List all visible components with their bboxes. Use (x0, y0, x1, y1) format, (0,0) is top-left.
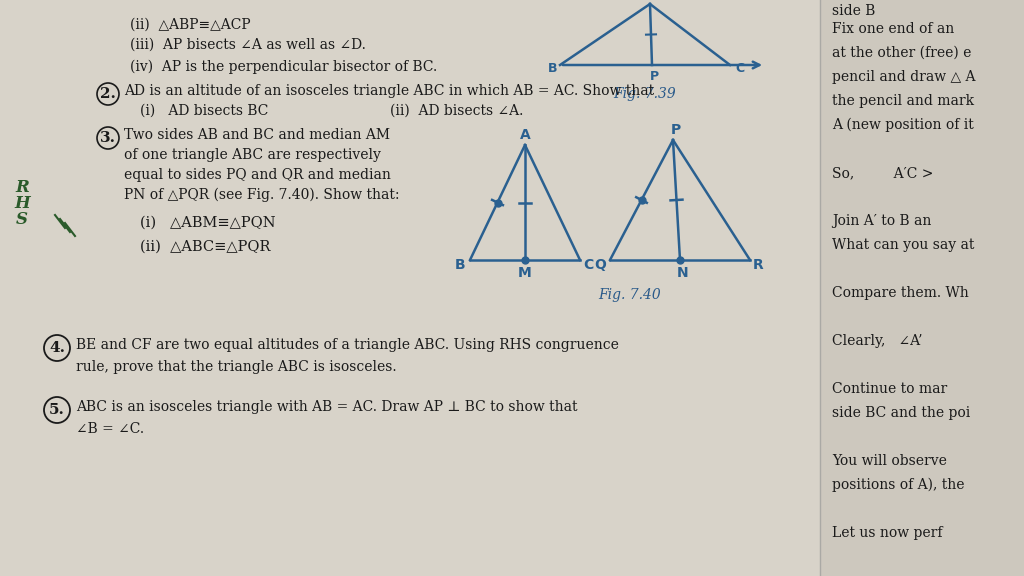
Text: Fig. 7.39: Fig. 7.39 (613, 87, 677, 101)
FancyBboxPatch shape (0, 0, 820, 576)
FancyBboxPatch shape (820, 0, 1024, 576)
Text: ∠B = ∠C.: ∠B = ∠C. (76, 422, 144, 436)
Text: (ii)  △ABC≡△PQR: (ii) △ABC≡△PQR (140, 240, 270, 254)
Text: R: R (753, 258, 763, 272)
Text: of one triangle ABC are respectively: of one triangle ABC are respectively (124, 148, 381, 162)
Text: Compare them. Wh: Compare them. Wh (831, 286, 969, 300)
Text: AD is an altitude of an isosceles triangle ABC in which AB = AC. Show that: AD is an altitude of an isosceles triang… (124, 84, 654, 98)
Text: at the other (free) e: at the other (free) e (831, 46, 972, 60)
Text: A: A (647, 0, 656, 2)
Text: positions of A), the: positions of A), the (831, 478, 965, 492)
Text: Clearly,   ∠A’: Clearly, ∠A’ (831, 334, 923, 348)
Text: P: P (649, 70, 658, 82)
Text: S: S (16, 211, 28, 229)
Text: (i)   △ABM≡△PQN: (i) △ABM≡△PQN (140, 216, 275, 230)
Text: side BC and the poi: side BC and the poi (831, 406, 971, 420)
Text: Join A′ to B an: Join A′ to B an (831, 214, 932, 228)
Text: (i)   AD bisects BC: (i) AD bisects BC (140, 104, 268, 118)
Text: H: H (14, 195, 30, 213)
Text: N: N (677, 266, 689, 280)
Text: B: B (548, 63, 558, 75)
Text: pencil and draw △ A: pencil and draw △ A (831, 70, 976, 84)
Text: M: M (518, 266, 531, 280)
Text: equal to sides PQ and QR and median: equal to sides PQ and QR and median (124, 168, 391, 182)
Text: A (new position of it: A (new position of it (831, 118, 974, 132)
Text: P: P (671, 123, 681, 137)
Text: (ii)  △ABP≡△ACP: (ii) △ABP≡△ACP (130, 18, 251, 32)
Text: (iii)  AP bisects ∠A as well as ∠D.: (iii) AP bisects ∠A as well as ∠D. (130, 38, 366, 52)
Text: Fig. 7.40: Fig. 7.40 (599, 288, 662, 302)
Text: the pencil and mark: the pencil and mark (831, 94, 974, 108)
Text: 2.: 2. (100, 87, 116, 101)
Text: Continue to mar: Continue to mar (831, 382, 947, 396)
Text: (iv)  AP is the perpendicular bisector of BC.: (iv) AP is the perpendicular bisector of… (130, 60, 437, 74)
Text: BE and CF are two equal altitudes of a triangle ABC. Using RHS congruence: BE and CF are two equal altitudes of a t… (76, 338, 618, 352)
Text: B: B (455, 258, 465, 272)
Text: Two sides AB and BC and median AM: Two sides AB and BC and median AM (124, 128, 390, 142)
Text: What can you say at: What can you say at (831, 238, 975, 252)
Text: You will observe: You will observe (831, 454, 947, 468)
Text: A: A (519, 128, 530, 142)
Text: C: C (583, 258, 593, 272)
Text: Fix one end of an: Fix one end of an (831, 22, 954, 36)
Text: ABC is an isosceles triangle with AB = AC. Draw AP ⊥ BC to show that: ABC is an isosceles triangle with AB = A… (76, 400, 578, 414)
Text: 4.: 4. (49, 341, 65, 355)
Text: R: R (15, 180, 29, 196)
Text: Q: Q (594, 258, 606, 272)
Text: Let us now perf: Let us now perf (831, 526, 942, 540)
Text: 3.: 3. (100, 131, 116, 145)
Text: rule, prove that the triangle ABC is isosceles.: rule, prove that the triangle ABC is iso… (76, 360, 396, 374)
Text: side B: side B (831, 4, 876, 18)
Text: 5.: 5. (49, 403, 65, 417)
Text: (ii)  AD bisects ∠A.: (ii) AD bisects ∠A. (390, 104, 523, 118)
Text: PN of △PQR (see Fig. 7.40). Show that:: PN of △PQR (see Fig. 7.40). Show that: (124, 188, 399, 202)
Text: So,         A′C >: So, A′C > (831, 166, 933, 180)
Text: C: C (735, 63, 744, 75)
